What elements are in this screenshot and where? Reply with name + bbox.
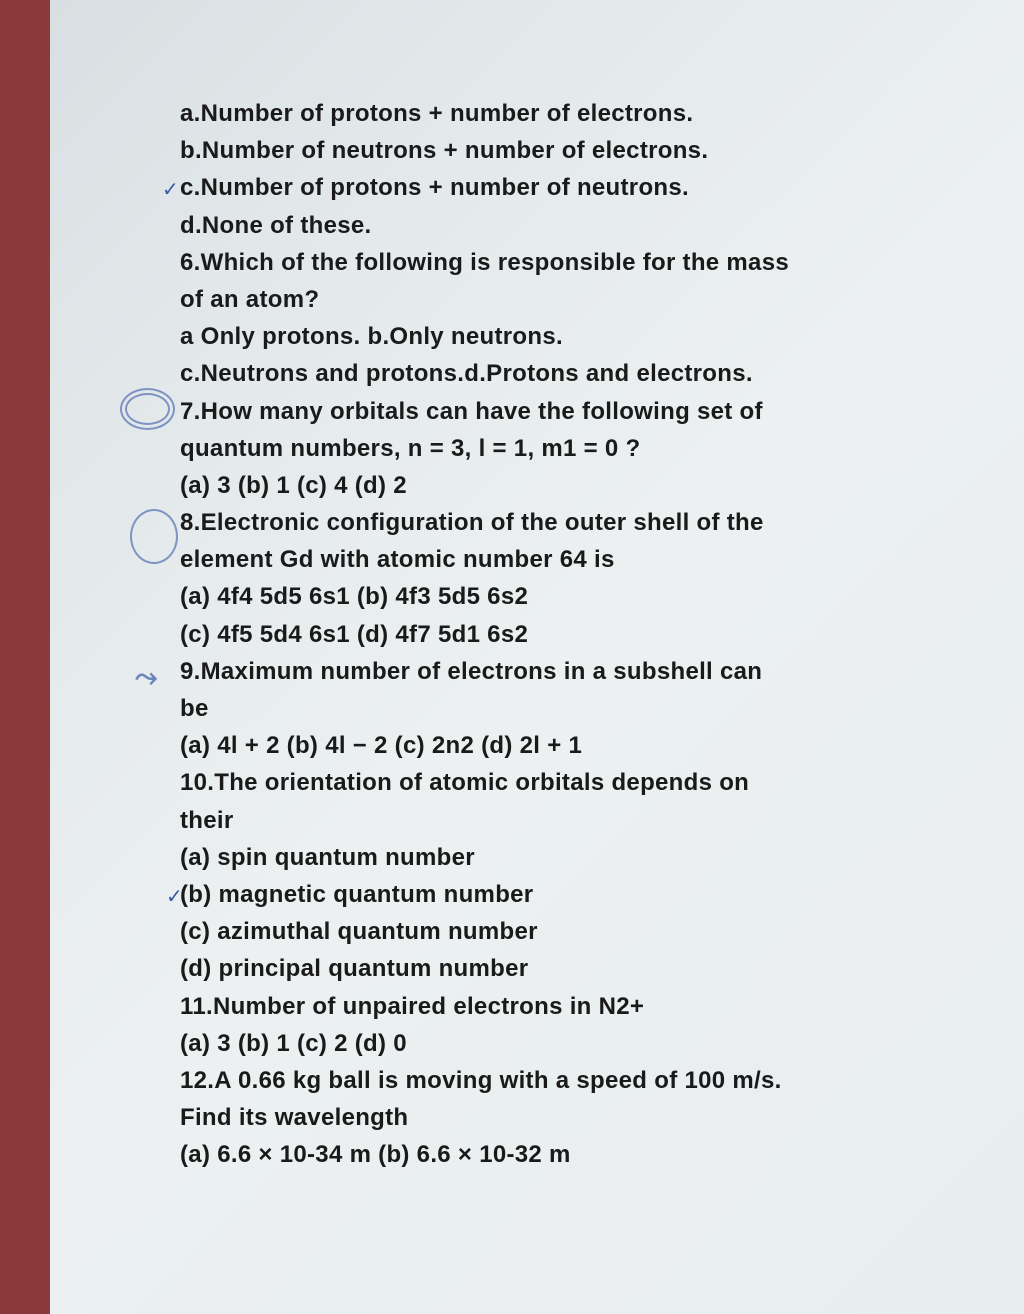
q6-options-cd: c.Neutrons and protons.d.Protons and ele… [180,355,924,392]
q12-options: (a) 6.6 × 10-34 m (b) 6.6 × 10-32 m [180,1136,924,1173]
q8-row: 8.Electronic configuration of the outer … [180,504,924,541]
q7-stem-line1: 7.How many orbitals can have the followi… [180,398,763,425]
q9-row: ⤳ 9.Maximum number of electrons in a sub… [180,653,924,690]
q10-option-b: (b) magnetic quantum number [180,881,533,908]
q10-option-d: (d) principal quantum number [180,950,924,987]
q10-option-b-row: ✓ (b) magnetic quantum number [180,876,924,913]
pen-circle-icon [130,509,178,564]
q8-stem-line2: element Gd with atomic number 64 is [180,541,924,578]
checkmark-icon: ✓ [166,882,183,913]
worksheet-paper: a.Number of protons + number of electron… [50,0,1024,1314]
q6-options-ab: a Only protons. b.Only neutrons. [180,318,924,355]
pen-mark-icon: ⤳ [135,655,158,698]
q5-option-b: b.Number of neutrons + number of electro… [180,132,924,169]
q7-stem-line2: quantum numbers, n = 3, l = 1, m1 = 0 ? [180,430,924,467]
q11-stem: 11.Number of unpaired electrons in N2+ [180,988,924,1025]
q7-options: (a) 3 (b) 1 (c) 4 (d) 2 [180,467,924,504]
q5-option-a: a.Number of protons + number of electron… [180,95,924,132]
q5-option-c-row: ✓ c.Number of protons + number of neutro… [180,169,924,206]
q6-stem-line1: 6.Which of the following is responsible … [180,244,924,281]
q8-options-cd: (c) 4f5 5d4 6s1 (d) 4f7 5d1 6s2 [180,616,924,653]
q10-option-c: (c) azimuthal quantum number [180,913,924,950]
q11-options: (a) 3 (b) 1 (c) 2 (d) 0 [180,1025,924,1062]
q5-option-d: d.None of these. [180,207,924,244]
q8-options-ab: (a) 4f4 5d5 6s1 (b) 4f3 5d5 6s2 [180,578,924,615]
pen-circle-icon [125,393,170,425]
q8-stem-line1: 8.Electronic configuration of the outer … [180,509,764,536]
checkmark-icon: ✓ [162,175,179,206]
q12-stem-line1: 12.A 0.66 kg ball is moving with a speed… [180,1062,924,1099]
q12-stem-line2: Find its wavelength [180,1099,924,1136]
q9-stem-line2: be [180,690,924,727]
q10-stem-line1: 10.The orientation of atomic orbitals de… [180,764,924,801]
q7-row: 7.How many orbitals can have the followi… [180,393,924,430]
q5-option-c: c.Number of protons + number of neutrons… [180,174,689,201]
q10-stem-line2: their [180,802,924,839]
q10-option-a: (a) spin quantum number [180,839,924,876]
q9-options: (a) 4l + 2 (b) 4l − 2 (c) 2n2 (d) 2l + 1 [180,727,924,764]
q6-stem-line2: of an atom? [180,281,924,318]
q9-stem-line1: 9.Maximum number of electrons in a subsh… [180,658,762,685]
